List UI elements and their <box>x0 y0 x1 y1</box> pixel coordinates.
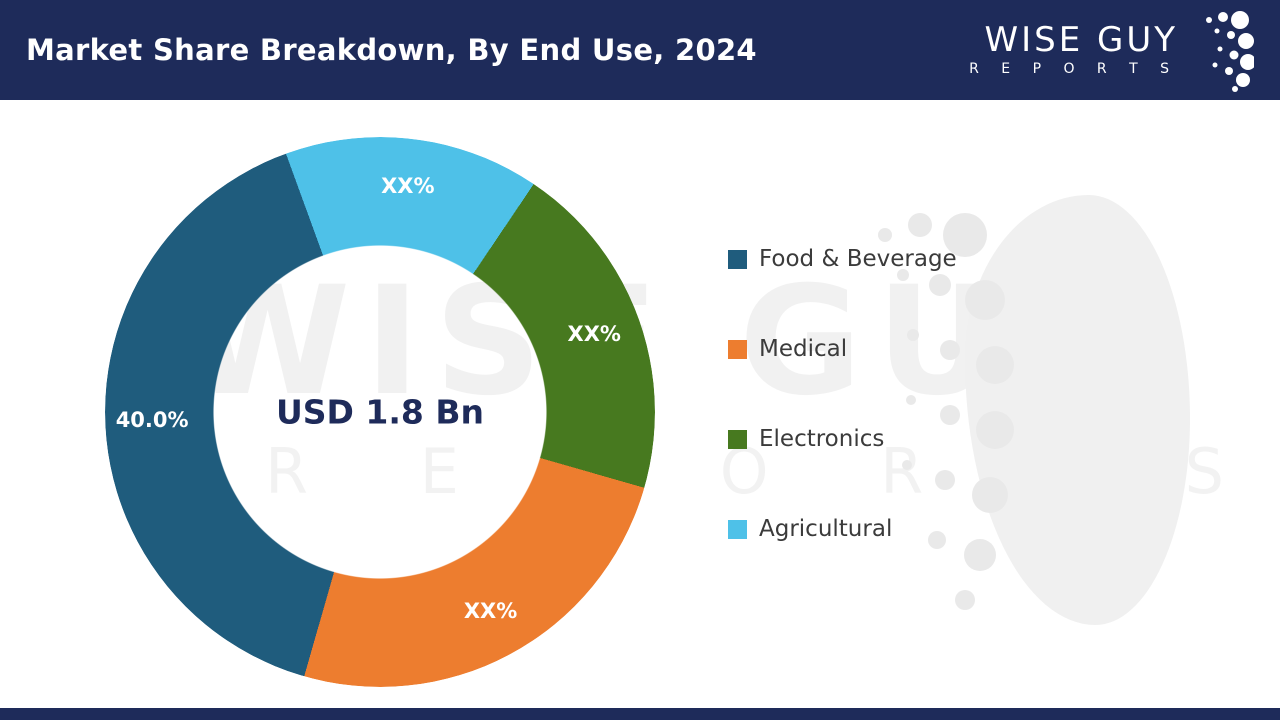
chart-legend: Food & Beverage Medical Electronics Agri… <box>728 246 957 542</box>
segment-label-electronics: XX% <box>567 322 621 347</box>
legend-label-electronics: Electronics <box>759 426 885 452</box>
segment-label-agricultural: XX% <box>381 173 435 198</box>
legend-label-food-beverage: Food & Beverage <box>759 246 957 272</box>
legend-swatch-food-beverage <box>728 249 747 269</box>
legend-swatch-medical <box>728 339 747 359</box>
chart-center-value: USD 1.8 Bn <box>275 392 485 432</box>
page-title: Market Share Breakdown, By End Use, 2024 <box>26 33 757 67</box>
segment-label-medical: XX% <box>463 599 518 624</box>
legend-item-agricultural: Agricultural <box>728 516 957 542</box>
logo-text: WISE GUY R E P O R T S <box>969 20 1178 77</box>
logo-wordmark: WISE GUY <box>984 20 1178 61</box>
watermark-head-dots-icon <box>878 213 1014 610</box>
legend-swatch-electronics <box>728 429 747 449</box>
legend-item-food-beverage: Food & Beverage <box>728 246 957 272</box>
legend-swatch-agricultural <box>728 519 747 539</box>
header-bar: Market Share Breakdown, By End Use, 2024… <box>0 0 1280 100</box>
legend-label-agricultural: Agricultural <box>759 516 893 542</box>
donut-ring <box>105 137 655 687</box>
legend-label-medical: Medical <box>759 336 848 362</box>
footer-bar <box>0 708 1280 720</box>
wise-guy-logo: WISE GUY R E P O R T S <box>969 8 1254 92</box>
legend-item-electronics: Electronics <box>728 426 957 452</box>
segment-label-food-beverage: 40.0% <box>115 407 189 432</box>
donut-chart: USD 1.8 Bn 40.0% XX% XX% XX% <box>105 137 655 687</box>
logo-subtitle: R E P O R T S <box>969 61 1178 77</box>
legend-item-medical: Medical <box>728 336 957 362</box>
logo-head-icon <box>1206 11 1254 92</box>
